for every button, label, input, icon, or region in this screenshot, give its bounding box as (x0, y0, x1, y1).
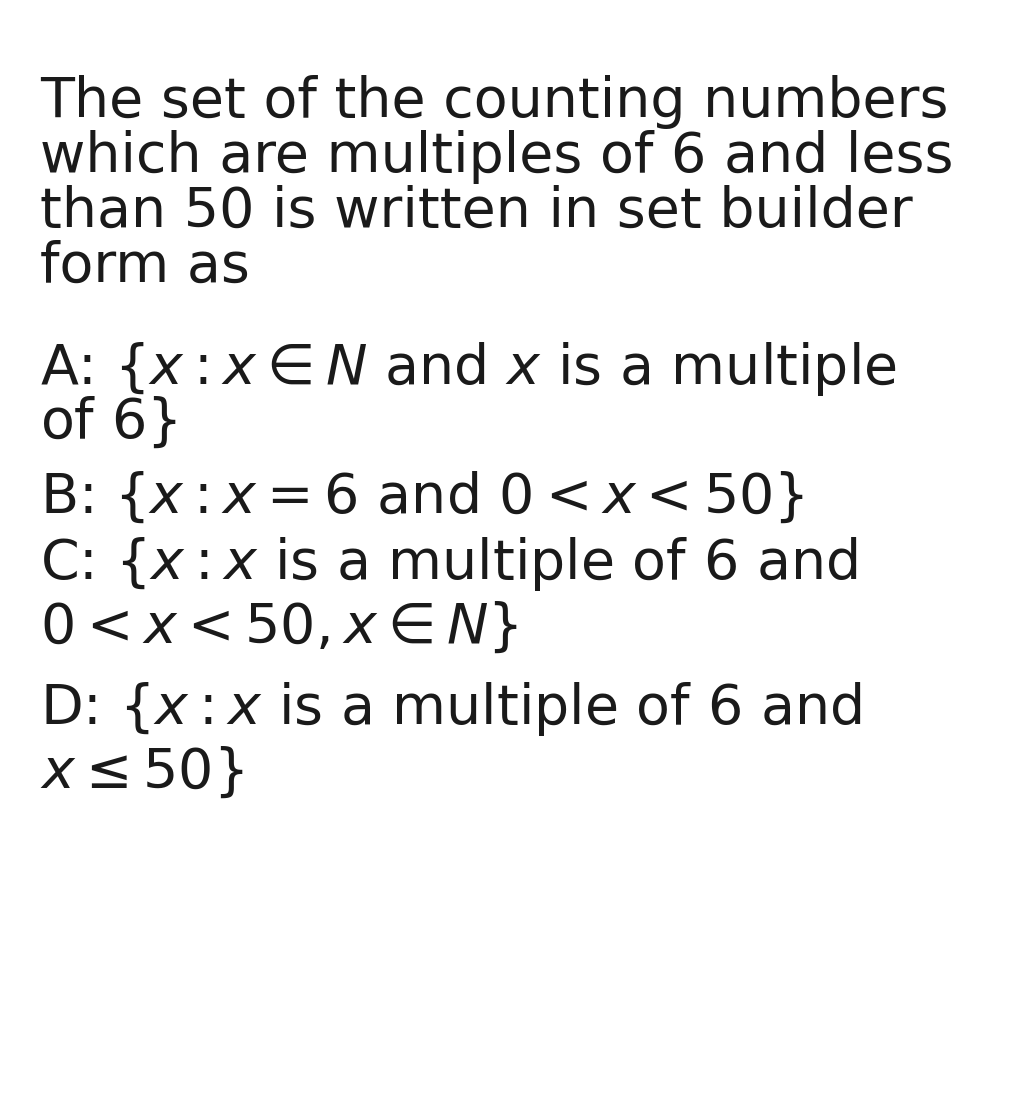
Text: form as: form as (40, 240, 250, 294)
Text: of $6\}$: of $6\}$ (40, 395, 177, 451)
Text: The set of the counting numbers: The set of the counting numbers (40, 75, 948, 129)
Text: C: $\{x : x$ is a multiple of 6 and: C: $\{x : x$ is a multiple of 6 and (40, 534, 857, 593)
Text: $0 < x < 50, x \in N\}$: $0 < x < 50, x \in N\}$ (40, 599, 518, 656)
Text: D: $\{x : x$ is a multiple of 6 and: D: $\{x : x$ is a multiple of 6 and (40, 680, 861, 738)
Text: A: $\{x : x \in N$ and $x$ is a multiple: A: $\{x : x \in N$ and $x$ is a multiple (40, 341, 897, 398)
Text: which are multiples of 6 and less: which are multiples of 6 and less (40, 130, 953, 184)
Text: than 50 is written in set builder: than 50 is written in set builder (40, 185, 912, 239)
Text: $x \leq 50\}$: $x \leq 50\}$ (40, 745, 244, 800)
Text: B: $\{x : x = 6$ and $0 < x < 50\}$: B: $\{x : x = 6$ and $0 < x < 50\}$ (40, 469, 804, 526)
